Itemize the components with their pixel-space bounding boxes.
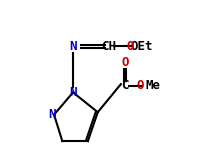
- Text: O: O: [121, 56, 129, 69]
- Text: O: O: [137, 79, 145, 92]
- Text: CH: CH: [101, 40, 116, 53]
- Text: Me: Me: [146, 79, 161, 92]
- Text: N: N: [49, 108, 56, 121]
- Text: C: C: [121, 79, 129, 92]
- Text: O: O: [127, 40, 134, 53]
- Text: OEt: OEt: [130, 40, 153, 53]
- Text: N: N: [69, 40, 77, 53]
- Text: N: N: [69, 86, 77, 99]
